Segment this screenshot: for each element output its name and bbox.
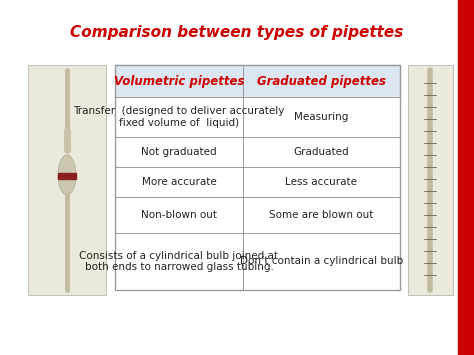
Text: Volumetric pipettes: Volumetric pipettes [114,75,244,87]
Text: Measuring: Measuring [294,112,349,122]
Ellipse shape [58,155,76,195]
FancyBboxPatch shape [28,65,106,295]
Text: Comparison between types of pipettes: Comparison between types of pipettes [70,26,404,40]
Bar [115,233,400,290]
Bar [115,197,400,233]
Text: Not graduated: Not graduated [141,147,217,157]
Text: More accurate: More accurate [142,177,216,187]
Bar [115,167,400,197]
Bar [115,97,400,137]
Text: Non-blown out: Non-blown out [141,210,217,220]
Text: Consists of a cylindrical bulb joined at
both ends to narrowed glass tubing.: Consists of a cylindrical bulb joined at… [80,251,279,272]
Bar [115,137,400,167]
Text: Don’t contain a cylindrical bulb: Don’t contain a cylindrical bulb [240,257,403,267]
Text: Transfer  (designed to deliver accurately
fixed volume of  liquid): Transfer (designed to deliver accurately… [73,106,285,128]
Bar [58,173,76,179]
Text: Less accurate: Less accurate [285,177,357,187]
Text: Graduated pipettes: Graduated pipettes [257,75,386,87]
Bar [115,65,400,97]
Text: Graduated: Graduated [294,147,349,157]
FancyBboxPatch shape [408,65,453,295]
Bar [458,0,474,355]
Bar [115,65,400,290]
Text: Some are blown out: Some are blown out [269,210,374,220]
